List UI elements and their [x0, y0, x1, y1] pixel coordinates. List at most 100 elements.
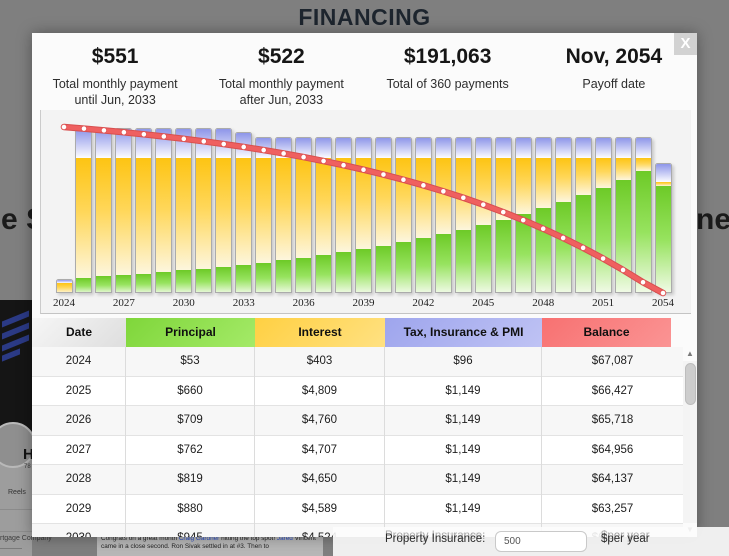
chart-x-axis-label: 2030	[172, 297, 195, 309]
table-row-2024: 2024 $53 $403 $96 $67,087	[32, 347, 697, 377]
seg-interest	[76, 157, 92, 278]
stat-value: $522	[258, 45, 305, 68]
table-row-2026: 2026 $709 $4,760 $1,149 $65,718	[32, 406, 697, 436]
page-name-fragment: H	[23, 446, 32, 463]
seg-principal	[156, 272, 172, 292]
chart-bar-2043	[434, 136, 452, 293]
seg-tipmi	[495, 137, 511, 158]
scroll-up-button[interactable]: ▲	[683, 347, 697, 361]
seg-interest	[555, 157, 571, 202]
seg-principal	[296, 257, 312, 292]
tab-reels[interactable]: Reels	[8, 489, 26, 496]
table-row-2025: 2025 $660 $4,809 $1,149 $66,427	[32, 376, 697, 406]
seg-principal	[455, 229, 471, 292]
chart-bar-2044	[454, 136, 472, 293]
seg-tipmi	[435, 137, 451, 158]
seg-tipmi	[96, 129, 112, 158]
chart-bar-2027	[115, 128, 133, 293]
stat-label-line: Total of 360 payments	[386, 77, 509, 91]
chart-bar-2026	[95, 128, 113, 293]
seg-tipmi	[455, 137, 471, 158]
chart-bar-2046	[494, 136, 512, 293]
table-cell: $945	[126, 524, 255, 537]
seg-tipmi	[76, 129, 92, 158]
table-row-2029: 2029 $880 $4,589 $1,149 $63,257	[32, 494, 697, 524]
seg-interest	[96, 157, 112, 277]
seg-principal	[76, 277, 92, 292]
table-header-cell: Tax, Insurance & PMI	[385, 318, 542, 347]
table-row-2027: 2027 $762 $4,707 $1,149 $64,956	[32, 435, 697, 465]
chart-bar-2053	[634, 136, 652, 293]
seg-interest	[236, 157, 252, 265]
seg-interest	[336, 157, 352, 253]
table-header-cell: Principal	[126, 318, 255, 347]
chart-bar-2041	[394, 136, 412, 293]
seg-interest	[455, 157, 471, 230]
table-cell: 2029	[32, 494, 126, 524]
stat-label-line: after Jun, 2033	[239, 93, 324, 107]
financing-section-title: FINANCING	[298, 4, 431, 30]
seg-interest	[375, 157, 391, 246]
stat-label-line: Total monthly payment	[52, 77, 178, 91]
seg-principal	[96, 276, 112, 292]
chart-x-axis-label: 2027	[112, 297, 135, 309]
seg-tipmi	[156, 129, 172, 158]
seg-principal	[535, 208, 551, 292]
seg-interest	[635, 157, 651, 172]
table-body: 2024 $53 $403 $96 $67,087 2025 $660 $4,809 $1,14…	[32, 347, 697, 537]
seg-interest	[615, 157, 631, 180]
chart-bar-2050	[574, 136, 592, 293]
stat-card: $551 Total monthly payment until Jun, 20…	[32, 45, 198, 108]
table-cell: $880	[126, 494, 255, 524]
table-cell: $65,718	[542, 406, 684, 436]
seg-principal	[575, 194, 591, 292]
post-text: hitting the top spot!	[219, 535, 277, 542]
scroll-thumb[interactable]	[684, 363, 696, 405]
stat-value: Nov, 2054	[565, 45, 663, 68]
person-link[interactable]: Craig Gardner	[178, 535, 220, 542]
seg-principal	[236, 264, 252, 292]
stat-card: Nov, 2054 Payoff date	[531, 45, 697, 108]
seg-principal	[136, 273, 152, 292]
chart-bar-2034	[255, 136, 273, 293]
stat-card: $191,063 Total of 360 payments	[365, 45, 531, 108]
stat-label: Total monthly payment until Jun, 2033	[32, 76, 198, 108]
seg-principal	[216, 266, 232, 292]
table-cell: $1,149	[385, 376, 542, 406]
close-button[interactable]: X	[674, 33, 697, 55]
seg-interest	[595, 157, 611, 188]
financing-modal: X $551 Total monthly payment until Jun, …	[32, 33, 697, 537]
table-cell: $4,589	[255, 494, 385, 524]
seg-tipmi	[116, 129, 132, 158]
seg-principal	[515, 214, 531, 292]
chart-x-axis-label: 2039	[352, 297, 375, 309]
seg-tipmi	[316, 137, 332, 158]
table-cell: $1,149	[385, 406, 542, 436]
chart-bar-2036	[295, 136, 313, 293]
seg-tipmi	[196, 129, 212, 158]
table-row-2028: 2028 $819 $4,650 $1,149 $64,137	[32, 465, 697, 495]
seg-principal	[395, 242, 411, 292]
seg-interest	[196, 157, 212, 269]
seg-tipmi	[635, 137, 651, 158]
table-cell: 2025	[32, 376, 126, 406]
seg-principal	[276, 260, 292, 292]
stat-value: $551	[91, 45, 139, 68]
chart-bar-2040	[374, 136, 392, 293]
chart-bar-2045	[474, 136, 492, 293]
table-cell: 2027	[32, 435, 126, 465]
property-insurance-input[interactable]	[495, 531, 587, 552]
table-scrollbar[interactable]: ▲ ▼	[683, 347, 697, 537]
seg-tipmi	[655, 163, 671, 182]
stats-row: $551 Total monthly payment until Jun, 20…	[32, 45, 697, 108]
seg-interest	[575, 157, 591, 195]
chart-x-axis-label: 2054	[652, 297, 674, 309]
post-text: Vincent came in a close second. Ron Siva…	[101, 535, 316, 550]
person-link[interactable]: Jared	[276, 535, 293, 542]
table-header-cell: Interest	[255, 318, 385, 347]
seg-principal	[635, 171, 651, 292]
property-insurance-label: Property Insurance:	[385, 533, 486, 545]
seg-tipmi	[615, 137, 631, 158]
seg-interest	[216, 157, 232, 267]
chart-bar-2049	[554, 136, 572, 293]
